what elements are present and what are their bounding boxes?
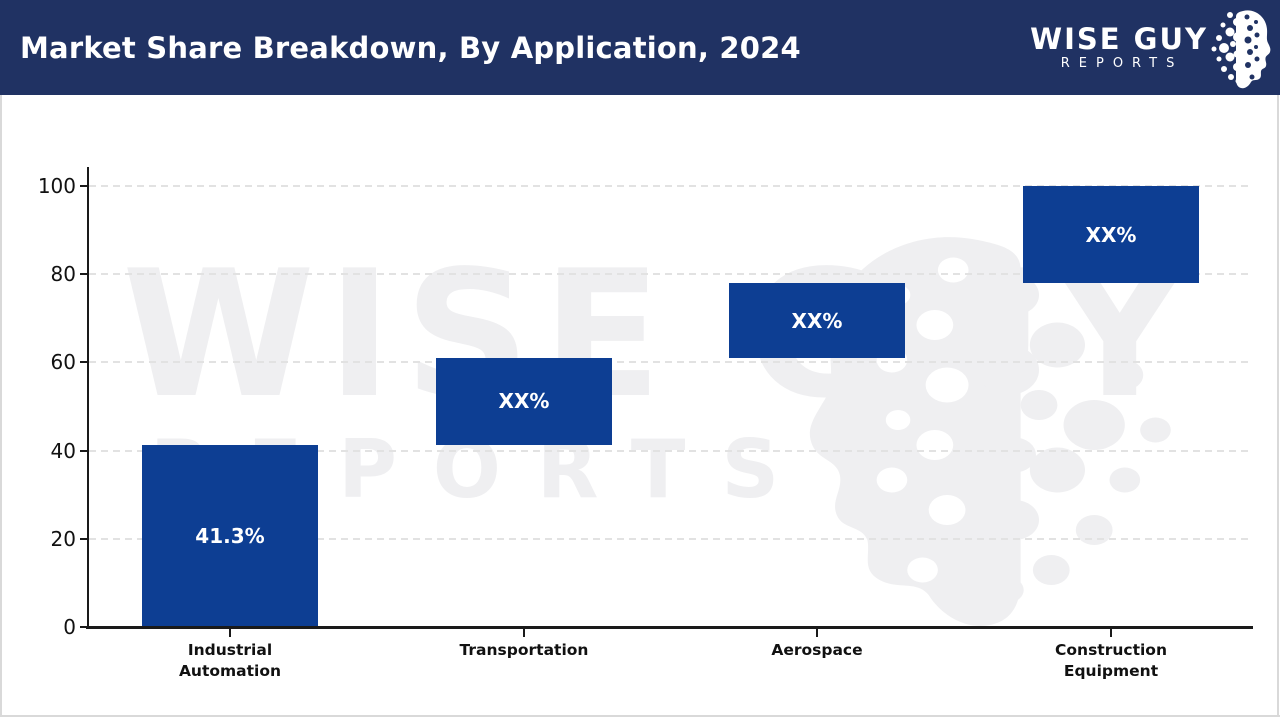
y-tick-100 <box>80 185 88 187</box>
x-tick-aerospace <box>816 629 818 637</box>
y-tick-label-60: 60 <box>50 350 76 375</box>
gridline-20 <box>89 537 1253 540</box>
brand-name: WISE GUY <box>1030 21 1208 56</box>
gridline-40 <box>89 449 1253 452</box>
x-tick-label-construction-equipment: Construction Equipment <box>1055 641 1167 680</box>
page-title: Market Share Breakdown, By Application, … <box>20 30 801 65</box>
gridline-80 <box>89 273 1253 276</box>
brand-wordmark: WISE GUY REPORTS <box>1030 24 1208 72</box>
y-tick-60 <box>80 361 88 364</box>
x-tick-label-transportation: Transportation <box>459 641 589 659</box>
y-tick-label-100: 100 <box>37 174 76 198</box>
brand-logo: WISE GUY REPORTS <box>1030 5 1280 91</box>
x-axis-line <box>86 626 1253 629</box>
y-tick-label-20: 20 <box>50 526 76 551</box>
bar-transportation <box>436 357 612 445</box>
brand-face-icon <box>1211 9 1271 88</box>
y-tick-label-0: 0 <box>63 615 76 639</box>
x-tick-label-industrial-automation: Industrial Automation <box>178 641 282 680</box>
x-tick-construction-equipment <box>1110 629 1112 637</box>
x-tick-industrial-automation <box>229 629 231 637</box>
y-tick-80 <box>80 273 88 276</box>
y-tick-label-40: 40 <box>50 438 76 463</box>
page-border-bottom <box>0 715 1280 717</box>
bar-value-label-industrial-automation: 41.3% <box>195 523 265 548</box>
brand-subtitle: REPORTS <box>1060 55 1184 71</box>
header: Market Share Breakdown, By Application, … <box>0 0 1280 95</box>
gridline-60 <box>89 361 1253 364</box>
y-tick-0 <box>80 626 88 628</box>
y-tick-label-80: 80 <box>50 262 76 287</box>
gridline-100 <box>89 185 1253 187</box>
bar-value-label-construction-equipment: XX% <box>1085 222 1137 247</box>
y-axis-line <box>87 167 89 629</box>
y-tick-20 <box>80 537 88 540</box>
x-tick-transportation <box>523 629 525 637</box>
bar-value-label-aerospace: XX% <box>791 308 843 333</box>
page-border-left <box>0 95 2 716</box>
y-tick-40 <box>80 449 88 452</box>
bar-value-label-transportation: XX% <box>498 389 550 414</box>
x-tick-label-aerospace: Aerospace <box>771 641 863 659</box>
page-border-right <box>1277 95 1279 716</box>
bar-industrial-automation <box>142 444 318 627</box>
